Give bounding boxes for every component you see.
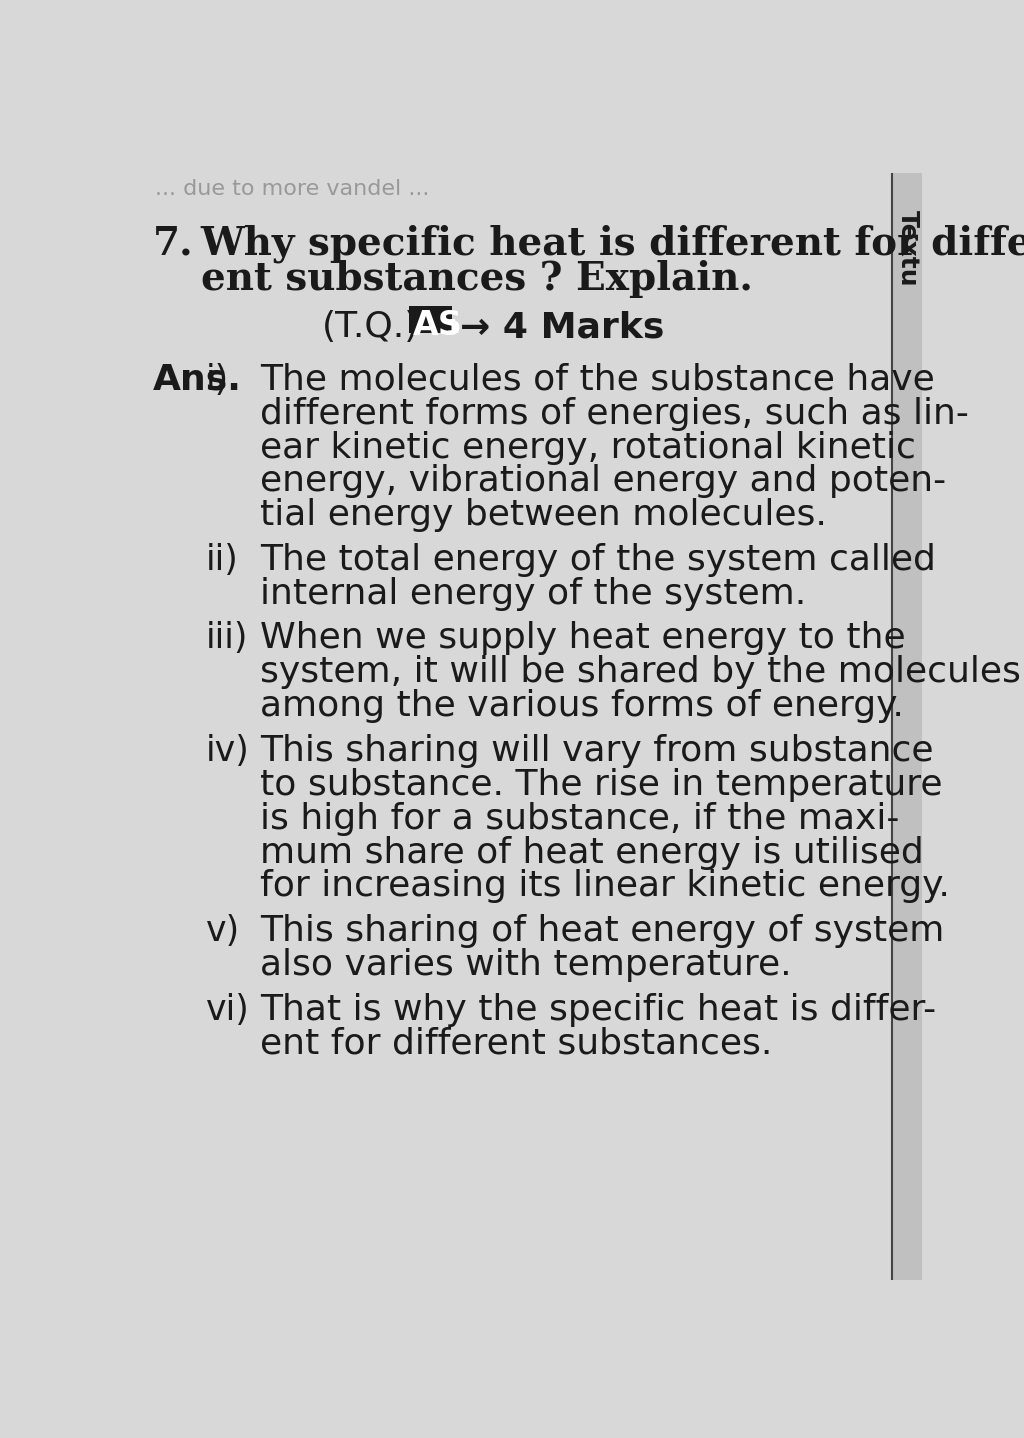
Text: mum share of heat energy is utilised: mum share of heat energy is utilised: [260, 835, 924, 870]
Text: system, it will be shared by the molecules: system, it will be shared by the molecul…: [260, 656, 1021, 689]
Text: AS: AS: [414, 309, 463, 342]
Text: i): i): [206, 362, 228, 397]
Text: among the various forms of energy.: among the various forms of energy.: [260, 689, 903, 723]
Text: Why specific heat is different for differ-: Why specific heat is different for diffe…: [201, 224, 1024, 263]
Text: (T.Q.): (T.Q.): [322, 311, 419, 344]
Text: different forms of energies, such as lin-: different forms of energies, such as lin…: [260, 397, 969, 430]
Text: This sharing of heat energy of system: This sharing of heat energy of system: [260, 915, 944, 948]
Text: ent for different substances.: ent for different substances.: [260, 1027, 772, 1060]
Bar: [892, 173, 922, 1280]
Text: → 4 Marks: → 4 Marks: [460, 311, 665, 344]
Text: tial energy between molecules.: tial energy between molecules.: [260, 499, 826, 532]
Text: v): v): [206, 915, 240, 948]
FancyBboxPatch shape: [409, 306, 452, 334]
Text: iv): iv): [206, 733, 249, 768]
Text: 1: 1: [445, 318, 460, 336]
Text: ... due to more vandel ...: ... due to more vandel ...: [155, 178, 429, 198]
Text: to substance. The rise in temperature: to substance. The rise in temperature: [260, 768, 942, 802]
Text: This sharing will vary from substance: This sharing will vary from substance: [260, 733, 933, 768]
Text: also varies with temperature.: also varies with temperature.: [260, 948, 792, 982]
Text: The molecules of the substance have: The molecules of the substance have: [260, 362, 935, 397]
Text: iii): iii): [206, 621, 248, 656]
Text: ent substances ? Explain.: ent substances ? Explain.: [201, 260, 753, 298]
Text: The total energy of the system called: The total energy of the system called: [260, 544, 936, 577]
Text: energy, vibrational energy and poten-: energy, vibrational energy and poten-: [260, 464, 946, 499]
Text: Textu: Textu: [896, 210, 920, 286]
Text: ii): ii): [206, 544, 239, 577]
Text: Ans.: Ans.: [153, 362, 242, 397]
Text: internal energy of the system.: internal energy of the system.: [260, 577, 806, 611]
Text: vi): vi): [206, 992, 249, 1027]
Text: ear kinetic energy, rotational kinetic: ear kinetic energy, rotational kinetic: [260, 430, 915, 464]
Text: That is why the specific heat is differ-: That is why the specific heat is differ-: [260, 992, 936, 1027]
Text: When we supply heat energy to the: When we supply heat energy to the: [260, 621, 905, 656]
Text: is high for a substance, if the maxi-: is high for a substance, if the maxi-: [260, 801, 899, 835]
Text: 7.: 7.: [153, 224, 194, 263]
Text: for increasing its linear kinetic energy.: for increasing its linear kinetic energy…: [260, 870, 949, 903]
